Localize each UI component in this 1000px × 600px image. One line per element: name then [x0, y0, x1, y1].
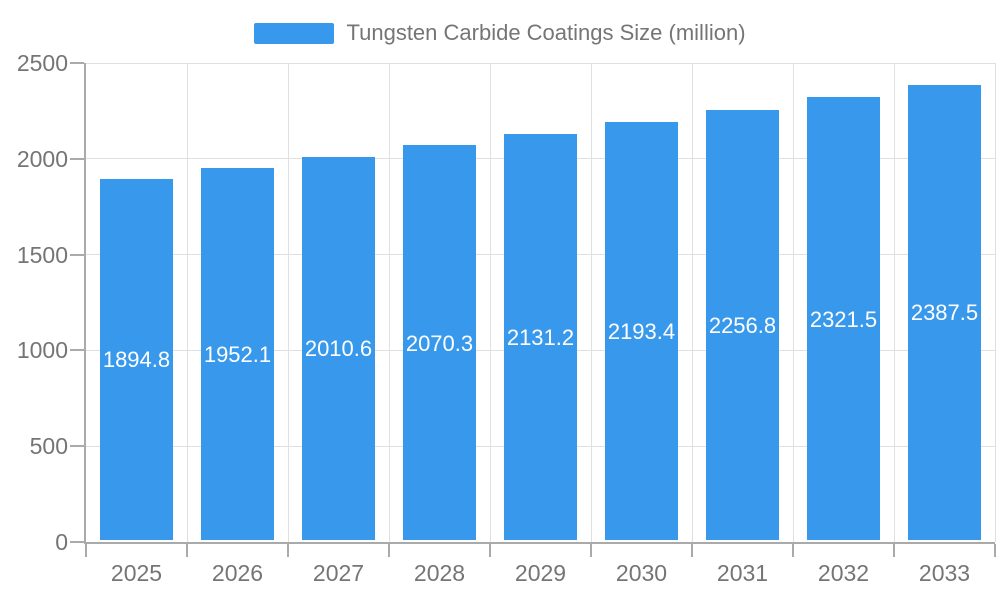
v-gridline — [994, 63, 996, 542]
legend-label: Tungsten Carbide Coatings Size (million) — [346, 20, 746, 45]
bar[interactable] — [604, 121, 679, 540]
bar[interactable] — [301, 156, 376, 540]
y-axis-tick — [70, 253, 84, 256]
y-axis-tick — [70, 62, 84, 64]
bar[interactable] — [200, 167, 275, 540]
x-axis-tick — [85, 544, 87, 557]
y-axis-label: 2000 — [16, 145, 68, 172]
v-gridline — [186, 63, 188, 542]
y-axis-tick — [70, 541, 84, 543]
v-gridline — [287, 63, 289, 542]
legend-swatch-icon — [254, 22, 335, 44]
x-axis-label: 2027 — [312, 560, 365, 586]
x-axis-tick — [994, 544, 996, 557]
y-axis-tick — [70, 157, 84, 160]
y-axis-label: 1500 — [16, 241, 68, 268]
x-axis-label: 2025 — [110, 560, 163, 586]
bar[interactable] — [806, 97, 881, 540]
v-gridline — [489, 63, 491, 542]
bar[interactable] — [907, 84, 982, 540]
bar[interactable] — [402, 145, 477, 540]
x-axis-tick — [186, 544, 188, 557]
bar[interactable] — [99, 178, 174, 540]
v-gridline — [893, 63, 895, 542]
y-axis-tick — [70, 349, 84, 352]
y-axis-label: 1000 — [16, 337, 68, 364]
legend-item[interactable]: Tungsten Carbide Coatings Size (million) — [0, 20, 1000, 46]
x-axis-label: 2026 — [211, 560, 264, 586]
x-axis-tick — [287, 544, 289, 557]
x-axis-tick — [590, 544, 592, 557]
x-axis-label: 2030 — [615, 560, 668, 586]
v-gridline — [590, 63, 592, 542]
x-axis-label: 2029 — [514, 560, 567, 586]
y-axis-label: 500 — [29, 433, 68, 460]
x-axis-line — [84, 542, 995, 544]
x-axis-tick — [489, 544, 491, 557]
y-axis-label: 0 — [55, 529, 68, 555]
x-axis-tick — [691, 544, 693, 557]
x-axis-label: 2028 — [413, 560, 466, 586]
x-axis-label: 2032 — [817, 560, 870, 586]
x-axis-label: 2033 — [918, 560, 971, 586]
v-gridline — [388, 63, 390, 542]
x-axis-label: 2031 — [716, 560, 769, 586]
x-axis-tick — [792, 544, 794, 557]
x-axis-tick — [893, 544, 895, 557]
h-gridline — [86, 62, 995, 64]
v-gridline — [691, 63, 693, 542]
y-axis-label: 2500 — [16, 50, 68, 76]
bar[interactable] — [503, 133, 578, 540]
y-axis-tick — [70, 445, 84, 448]
plot-area: 0 500 1000 1500 2000 2500 1894.8 2025 1952.1 2026… — [17, 50, 996, 586]
bar[interactable] — [705, 109, 780, 540]
y-axis-line — [84, 63, 86, 544]
x-axis-tick — [388, 544, 390, 557]
v-gridline — [792, 63, 794, 542]
